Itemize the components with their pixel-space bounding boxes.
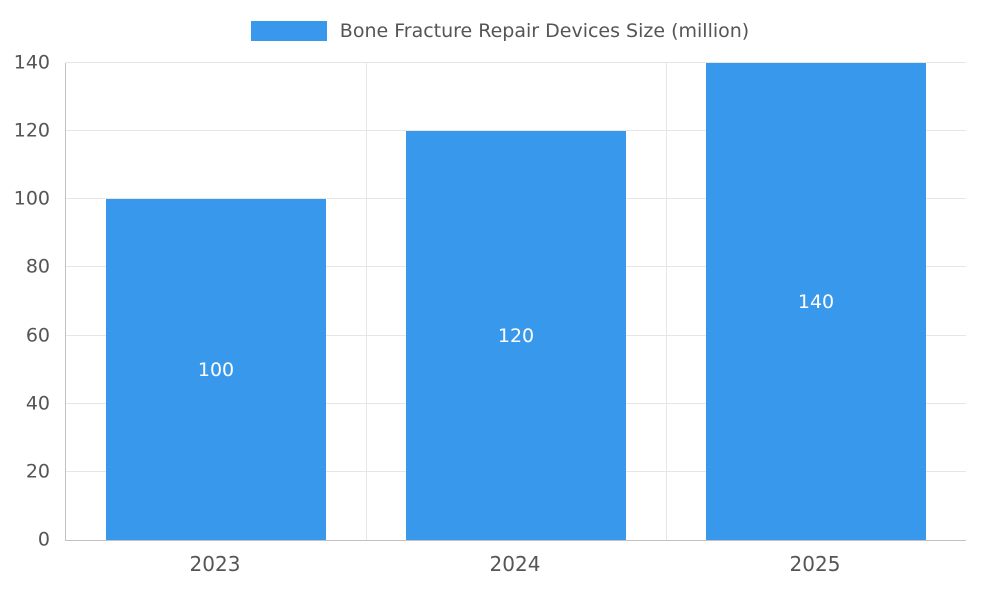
bar-2023[interactable]: 100: [106, 199, 326, 540]
x-tick-label: 2025: [789, 552, 841, 576]
y-tick-label: 100: [13, 187, 50, 210]
x-tick-label: 2024: [489, 552, 541, 576]
legend-label: Bone Fracture Repair Devices Size (milli…: [339, 20, 750, 42]
y-tick-label: 60: [25, 324, 50, 347]
y-tick-label: 0: [37, 528, 50, 551]
y-tick-label: 20: [25, 460, 50, 483]
y-tick-label: 120: [13, 119, 50, 142]
gridline: [366, 63, 367, 540]
y-axis: 0 20 40 60 80 100 120 140: [0, 53, 58, 549]
y-tick-label: 40: [25, 392, 50, 415]
bar-value-label: 120: [497, 324, 535, 347]
bar-value-label: 100: [197, 358, 235, 381]
gridline: [66, 62, 966, 63]
bar-value-label: 140: [797, 290, 835, 313]
gridline: [66, 130, 966, 132]
y-tick-label: 80: [25, 255, 50, 278]
bar-2024[interactable]: 120: [406, 131, 626, 540]
chart-legend[interactable]: Bone Fracture Repair Devices Size (milli…: [0, 20, 1000, 42]
gridline: [666, 63, 667, 540]
legend-swatch-icon: [250, 21, 327, 41]
x-tick-label: 2023: [189, 552, 241, 576]
y-tick-label: 140: [13, 51, 50, 74]
plot-area: 100 120 140: [65, 62, 966, 541]
bar-2025[interactable]: 140: [706, 63, 926, 540]
x-axis: 2023 2024 2025: [65, 552, 965, 576]
